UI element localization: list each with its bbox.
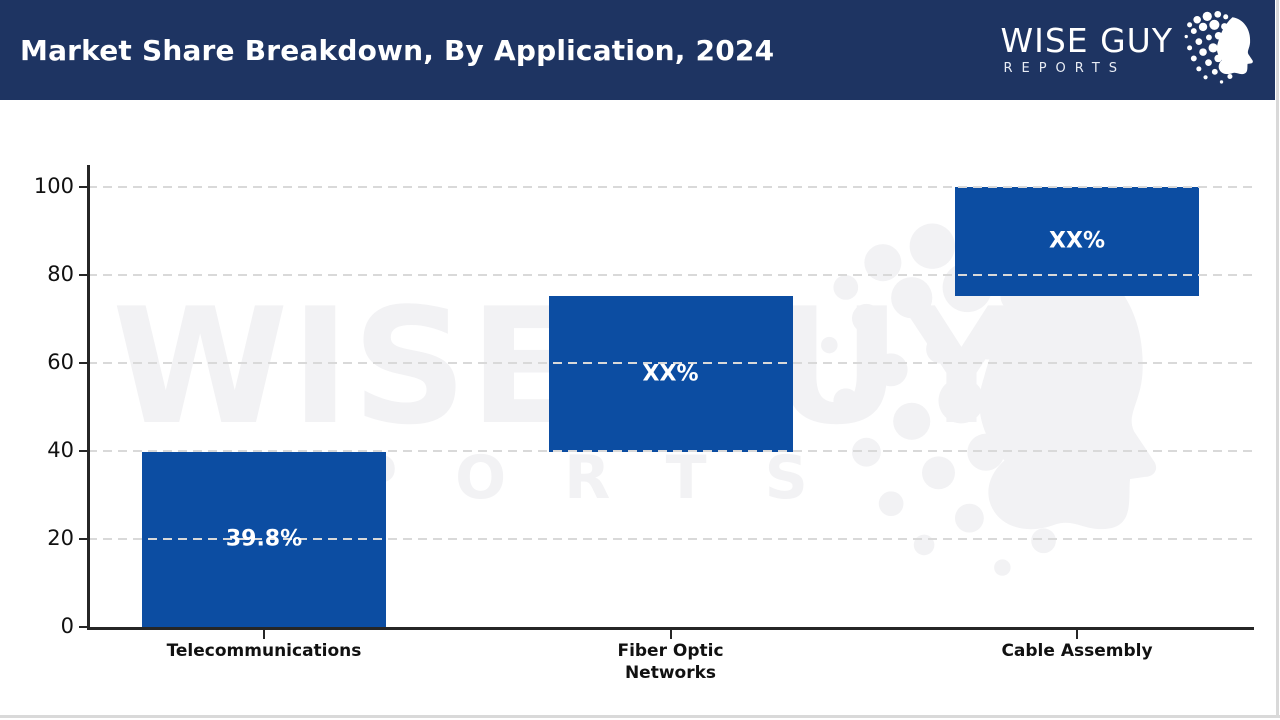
- y-axis-tick-label: 100: [33, 174, 74, 198]
- header-bar: Market Share Breakdown, By Application, …: [0, 0, 1275, 100]
- page-border-right: [1276, 0, 1279, 718]
- x-axis-tick: [669, 630, 672, 639]
- gridline: [88, 538, 1254, 540]
- y-axis-tick: [79, 186, 88, 188]
- y-axis-tick-label: 0: [60, 614, 74, 638]
- y-axis-tick: [79, 626, 88, 628]
- y-axis-tick: [79, 362, 88, 364]
- y-axis-tick-label: 60: [47, 350, 74, 374]
- logo-wordmark: WISE GUY: [1000, 21, 1173, 60]
- wiseguy-face-logo-icon: [1184, 10, 1253, 84]
- y-axis-tick-label: 20: [47, 526, 74, 550]
- y-axis-tick-label: 40: [47, 438, 74, 462]
- gridline: [88, 274, 1254, 276]
- x-axis-line: [87, 627, 1254, 630]
- wiseguy-logo: WISE GUY REPORTS: [1000, 7, 1261, 93]
- gridline: [88, 186, 1254, 188]
- wiseguy-logo-text: WISE GUY REPORTS: [1000, 24, 1173, 76]
- bar: [548, 295, 793, 452]
- y-axis-line: [87, 165, 90, 630]
- bar-value-label: XX%: [642, 361, 699, 387]
- bar-value-label: XX%: [1049, 228, 1105, 254]
- chart-title: Market Share Breakdown, By Application, …: [20, 33, 775, 67]
- gridline: [88, 450, 1254, 452]
- bar: [955, 187, 1199, 296]
- x-axis-tick: [1076, 630, 1078, 639]
- y-axis-tick: [79, 538, 88, 540]
- gridline: [88, 362, 1254, 364]
- y-axis-tick: [79, 450, 88, 452]
- y-axis-tick: [79, 274, 88, 276]
- y-axis-tick-label: 80: [47, 262, 74, 286]
- page-border-bottom: [0, 715, 1280, 718]
- logo-wordmark-sub: REPORTS: [1003, 61, 1127, 76]
- x-axis-tick-label: Cable Assembly: [1001, 641, 1153, 661]
- x-axis-tick: [263, 630, 265, 639]
- x-axis-tick-label: Telecommunications: [166, 641, 362, 661]
- x-axis-tick-label: Fiber Optic Networks: [617, 641, 724, 684]
- bar-value-label: 39.8%: [225, 526, 303, 552]
